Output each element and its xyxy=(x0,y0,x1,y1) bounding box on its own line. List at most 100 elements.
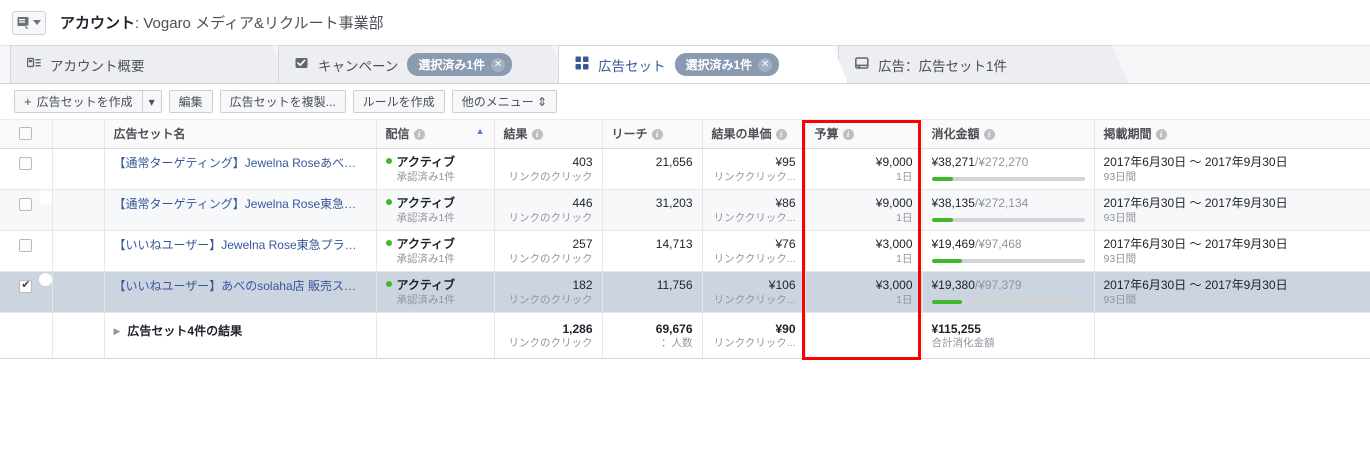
header-cost-per-result[interactable]: 結果の単価 i xyxy=(702,120,806,149)
results-cell: 403 リンクのクリック xyxy=(494,148,603,190)
tab-selection-badge[interactable]: 選択済み1件 ✕ xyxy=(675,53,780,76)
close-icon[interactable]: ✕ xyxy=(491,58,505,72)
create-adset-group: + 広告セットを作成 ▾ xyxy=(14,90,162,113)
info-icon[interactable]: i xyxy=(983,129,995,141)
table-row[interactable]: 【いいねユーザー】Jewelna Rose東急プラザ表... アクティブ 承認済… xyxy=(0,230,1370,272)
row-checkbox[interactable] xyxy=(19,278,33,293)
summary-row: ▶ 広告セット4件の結果 1,286 リンクのクリック 69,676 ：人数 ¥9… xyxy=(0,312,1370,359)
header-label: 結果の単価 xyxy=(711,127,772,142)
adset-name-cell[interactable]: 【通常ターゲティング】Jewelna Rose東急プラ... xyxy=(104,189,377,231)
status-dot-icon xyxy=(385,239,392,246)
summary-schedule-cell xyxy=(1094,312,1370,359)
header-delivery[interactable]: 配信 i ▲ xyxy=(376,120,495,149)
row-toggle-cell[interactable] xyxy=(52,271,105,313)
results-label: リンクのクリック xyxy=(508,252,593,265)
cost-per-result-label: リンククリック... xyxy=(713,293,796,306)
chevron-down-icon: ▾ xyxy=(148,94,155,109)
budget-cell[interactable]: ¥9,000 1日 xyxy=(805,189,923,231)
header-reach[interactable]: リーチ i xyxy=(602,120,703,149)
account-card-icon xyxy=(17,16,30,29)
header-schedule[interactable]: 掲載期間 i xyxy=(1094,120,1370,149)
header-label: 配信 xyxy=(385,127,410,142)
adset-name-link[interactable]: 【いいねユーザー】Jewelna Rose東急プラザ表... xyxy=(113,237,367,252)
create-adset-button[interactable]: + 広告セットを作成 xyxy=(14,90,143,113)
header-amount-spent[interactable]: 消化金額 i xyxy=(922,120,1095,149)
schedule-duration: 93日間 xyxy=(1103,252,1137,265)
summary-results-label: リンクのクリック xyxy=(508,336,593,349)
budget-cell[interactable]: ¥9,000 1日 xyxy=(805,148,923,190)
header-results[interactable]: 結果 i xyxy=(494,120,603,149)
schedule-cell: 2017年6月30日 ～ 2017年9月30日 93日間 xyxy=(1094,148,1370,190)
tab-account-overview[interactable]: アカウント概要 xyxy=(10,45,288,83)
adset-name-cell[interactable]: 【いいねユーザー】あべのsolaha店 販売スタッフ xyxy=(104,271,377,313)
amount-spent-value: ¥19,380 xyxy=(931,277,975,292)
amount-spent-value: ¥38,271 xyxy=(931,154,975,169)
edit-button[interactable]: 編集 xyxy=(168,90,213,113)
badge-label: 選択済み1件 xyxy=(418,58,486,72)
duplicate-adset-button[interactable]: 広告セットを複製... xyxy=(219,90,346,113)
info-icon[interactable]: i xyxy=(651,129,663,141)
delivery-cell: アクティブ 承認済み1件 xyxy=(376,230,495,272)
more-menu-button[interactable]: 他のメニュー ⇕ xyxy=(451,90,558,113)
create-adset-dropdown-button[interactable]: ▾ xyxy=(142,90,162,113)
summary-cost-label: リンククリック... xyxy=(713,336,796,349)
budget-cell[interactable]: ¥3,000 1日 xyxy=(805,230,923,272)
schedule-range: 2017年6月30日 ～ 2017年9月30日 xyxy=(1103,154,1288,169)
table-row[interactable]: 【いいねユーザー】あべのsolaha店 販売スタッフ アクティブ 承認済み1件 … xyxy=(0,271,1370,313)
tab-selection-badge[interactable]: 選択済み1件 ✕ xyxy=(407,53,512,76)
results-label: リンクのクリック xyxy=(508,170,593,183)
row-toggle-cell[interactable] xyxy=(52,189,105,231)
delivery-status: アクティブ xyxy=(396,195,456,210)
info-icon[interactable]: i xyxy=(842,129,854,141)
spend-progress-bar xyxy=(931,258,1085,263)
results-label: リンクのクリック xyxy=(508,293,593,306)
row-toggle-cell[interactable] xyxy=(52,230,105,272)
tab-label: キャンペーン xyxy=(318,58,399,74)
info-icon[interactable]: i xyxy=(413,129,425,141)
reach-cell: 14,713 xyxy=(602,230,703,272)
schedule-range: 2017年6月30日 ～ 2017年9月30日 xyxy=(1103,236,1288,251)
select-all-checkbox[interactable] xyxy=(19,127,33,141)
row-checkbox[interactable] xyxy=(19,156,33,170)
table-row[interactable]: 【通常ターゲティング】Jewelna Rose東急プラ... アクティブ 承認済… xyxy=(0,189,1370,231)
status-dot-icon xyxy=(385,157,392,164)
tab-ads[interactable]: 広告：広告セット1件 xyxy=(838,45,1128,83)
schedule-duration: 93日間 xyxy=(1103,211,1137,224)
reach-cell: 21,656 xyxy=(602,148,703,190)
adset-name-link[interactable]: 【いいねユーザー】あべのsolaha店 販売スタッフ xyxy=(113,278,367,293)
budget-cell[interactable]: ¥3,000 1日 xyxy=(805,271,923,313)
adset-name-cell[interactable]: 【いいねユーザー】Jewelna Rose東急プラザ表... xyxy=(104,230,377,272)
spend-progress-bar xyxy=(931,176,1085,181)
adset-name-cell[interactable]: 【通常ターゲティング】Jewelna Roseあべのsol... xyxy=(104,148,377,190)
delivery-status: アクティブ xyxy=(396,154,456,169)
row-checkbox[interactable] xyxy=(19,238,33,252)
header-adset-name[interactable]: 広告セット名 xyxy=(104,120,377,149)
header-budget[interactable]: 予算 i xyxy=(805,120,923,149)
info-icon[interactable]: i xyxy=(531,129,543,141)
tab-campaigns[interactable]: キャンペーン 選択済み1件 ✕ xyxy=(278,45,568,83)
row-checkbox[interactable] xyxy=(19,197,33,211)
spend-progress-bar xyxy=(931,299,1085,304)
expand-caret-icon[interactable]: ▶ xyxy=(113,325,121,336)
close-icon[interactable]: ✕ xyxy=(758,58,772,72)
adset-name-link[interactable]: 【通常ターゲティング】Jewelna Rose東急プラ... xyxy=(113,196,367,211)
create-rule-button[interactable]: ルールを作成 xyxy=(352,90,445,113)
delivery-status: アクティブ xyxy=(396,277,456,292)
summary-spent-value: ¥115,255 xyxy=(931,321,981,336)
tab-adsets[interactable]: 広告セット 選択済み1件 ✕ xyxy=(558,45,848,83)
create-adset-label: 広告セットを作成 xyxy=(36,95,133,109)
header-select-all[interactable] xyxy=(0,120,53,149)
summary-cost-cell: ¥90 リンククリック... xyxy=(702,312,806,359)
header-label: 結果 xyxy=(503,127,528,142)
info-icon[interactable]: i xyxy=(1155,129,1167,141)
adset-name-link[interactable]: 【通常ターゲティング】Jewelna Roseあべのsol... xyxy=(113,155,367,170)
account-switcher-button[interactable] xyxy=(12,10,46,35)
amount-spent-total: /¥97,379 xyxy=(974,277,1022,292)
info-icon[interactable]: i xyxy=(775,129,787,141)
budget-value: ¥9,000 xyxy=(875,154,913,169)
table-row[interactable]: 【通常ターゲティング】Jewelna Roseあべのsol... アクティブ 承… xyxy=(0,148,1370,190)
budget-period: 1日 xyxy=(896,170,913,183)
row-toggle-cell[interactable] xyxy=(52,148,105,190)
budget-value: ¥3,000 xyxy=(875,277,913,292)
badge-label: 選択済み1件 xyxy=(685,58,753,72)
